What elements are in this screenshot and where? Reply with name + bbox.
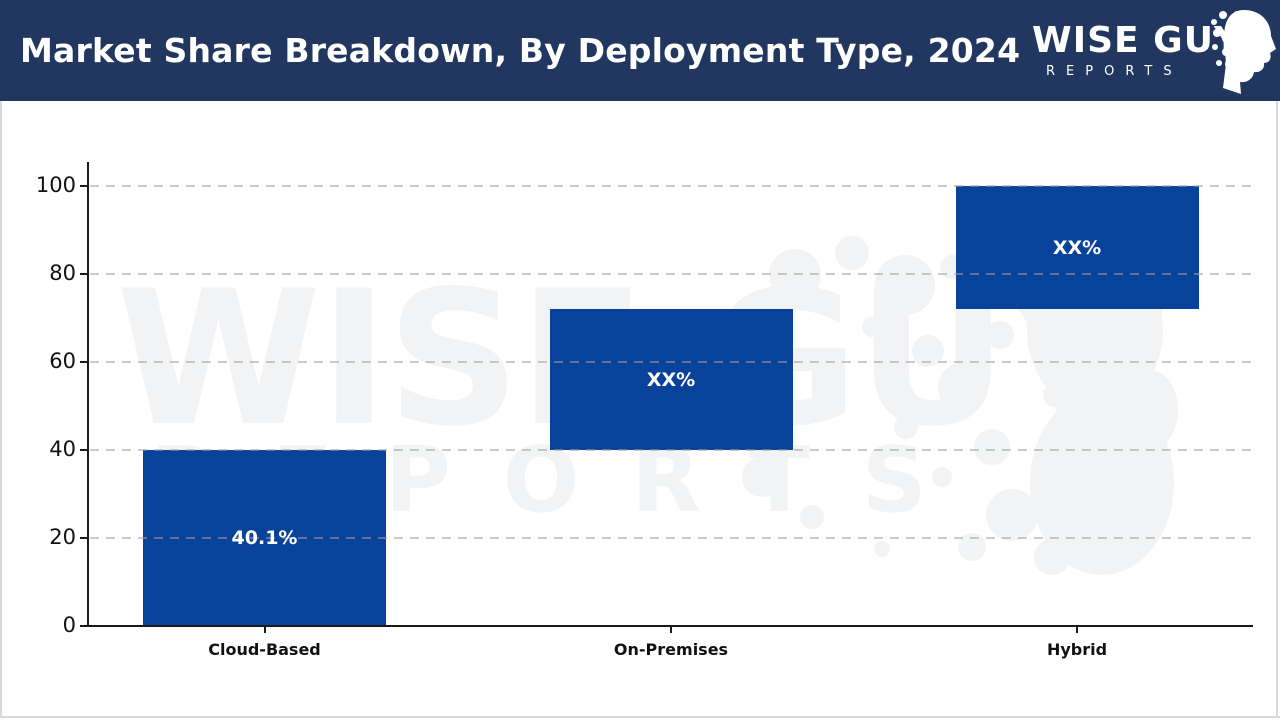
logo-wordmark: WISE GUY: [1032, 20, 1242, 61]
logo: WISE GUY REPORTS: [1032, 4, 1276, 96]
y-axis-tick: [80, 625, 87, 627]
x-axis-tick: [1076, 627, 1078, 633]
gridline-y60: [90, 361, 1253, 363]
x-category-label-cloud-based: Cloud-Based: [208, 640, 321, 659]
y-axis-tick-label: 0: [62, 613, 76, 637]
y-axis-tick: [80, 449, 87, 451]
y-axis-tick-label: 80: [49, 261, 76, 285]
gridline-y20: [90, 537, 1253, 539]
x-axis-line: [87, 625, 1253, 627]
x-axis-tick: [670, 627, 672, 633]
bar-hybrid: [955, 186, 1199, 310]
y-axis-line: [87, 162, 89, 627]
frame-border-left: [0, 101, 2, 718]
frame-border-right: [1276, 101, 1278, 718]
gridline-y100: [90, 185, 1253, 187]
gridline-y80: [90, 273, 1253, 275]
x-axis-tick: [263, 627, 266, 633]
gridline-y40: [90, 449, 1253, 451]
y-axis-tick-label: 40: [49, 437, 76, 461]
y-axis-tick: [80, 273, 87, 275]
header-bar: Market Share Breakdown, By Deployment Ty…: [0, 0, 1280, 101]
x-category-label-hybrid: Hybrid: [1046, 640, 1108, 659]
x-category-label-on-premises: On-Premises: [613, 640, 729, 659]
y-axis-tick-label: 100: [35, 173, 76, 197]
logo-face-icon: [1211, 10, 1276, 94]
y-axis-tick: [80, 537, 87, 539]
bar-value-label: 40.1%: [231, 526, 298, 549]
bar-value-label: XX%: [646, 368, 696, 391]
y-axis-tick-label: 60: [49, 349, 76, 373]
y-axis-tick: [80, 361, 87, 363]
page-title: Market Share Breakdown, By Deployment Ty…: [20, 31, 1021, 70]
y-axis-tick: [80, 185, 87, 187]
frame-border-bottom: [0, 716, 1280, 718]
y-axis-tick-label: 20: [49, 525, 76, 549]
bar-value-label: XX%: [1052, 236, 1102, 259]
bar-on-premises: [549, 309, 793, 450]
logo-subtitle: REPORTS: [1046, 64, 1183, 79]
